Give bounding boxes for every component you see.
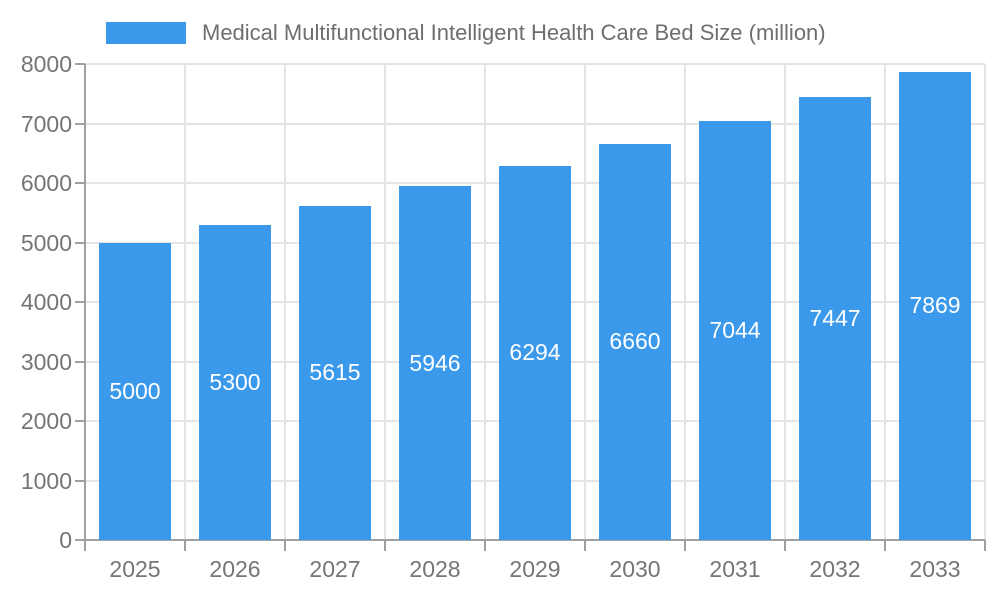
x-axis-tick <box>684 540 686 551</box>
y-axis-tick-label: 0 <box>59 527 72 553</box>
y-axis-line <box>84 64 86 540</box>
x-axis-tick <box>484 540 486 551</box>
y-axis-tick-label: 6000 <box>20 170 72 196</box>
bar-value-label: 6294 <box>509 339 561 366</box>
legend-item[interactable]: Medical Multifunctional Intelligent Heal… <box>106 19 826 45</box>
y-axis-tick-label: 3000 <box>20 348 72 375</box>
h-gridline <box>85 122 985 125</box>
v-gridline <box>384 64 386 540</box>
x-axis-tick <box>984 540 986 551</box>
h-gridline <box>85 63 985 65</box>
y-axis-tick <box>75 63 85 65</box>
x-axis-tick <box>184 540 186 551</box>
x-axis-tick-label: 2026 <box>209 556 261 582</box>
bar-value-label: 5615 <box>309 359 361 386</box>
y-axis-tick-label: 4000 <box>20 289 72 315</box>
bar-2025[interactable]: 5000 <box>99 242 171 540</box>
bar-value-label: 7869 <box>909 292 961 319</box>
bar-2026[interactable]: 5300 <box>199 224 271 540</box>
bar-2033[interactable]: 7869 <box>899 71 971 540</box>
v-gridline <box>184 64 186 540</box>
legend-label: Medical Multifunctional Intelligent Heal… <box>202 19 826 45</box>
y-axis-tick-label: 1000 <box>20 467 72 494</box>
y-axis-tick-label: 5000 <box>20 229 72 256</box>
y-axis-tick <box>75 420 85 422</box>
bar-2029[interactable]: 6294 <box>499 165 571 540</box>
y-axis-tick <box>75 122 85 125</box>
x-axis-tick-label: 2025 <box>109 556 161 582</box>
y-axis-tick-label: 2000 <box>20 408 72 434</box>
v-gridline <box>884 64 886 540</box>
y-axis-tick <box>75 539 85 541</box>
bar-2030[interactable]: 6660 <box>599 143 671 540</box>
x-axis-tick <box>384 540 386 551</box>
v-gridline <box>684 64 686 540</box>
x-axis-tick-label: 2033 <box>909 556 961 582</box>
x-axis-tick <box>584 540 586 551</box>
x-axis-tick <box>84 540 86 551</box>
v-gridline <box>284 64 286 540</box>
y-axis-tick-label: 8000 <box>20 51 72 77</box>
bar-value-label: 5000 <box>109 377 161 404</box>
bar-2031[interactable]: 7044 <box>699 120 771 540</box>
y-axis-tick <box>75 360 85 363</box>
plot-area: 5000 5300 5615 5946 6294 6660 7044 7447 7869 <box>84 63 986 541</box>
x-axis-tick <box>884 540 886 551</box>
bar-value-label: 6660 <box>609 328 661 355</box>
x-axis-tick-label: 2028 <box>409 556 461 582</box>
y-axis-tick-label: 7000 <box>20 110 72 137</box>
y-axis-tick <box>75 479 85 482</box>
y-axis-tick <box>75 241 85 244</box>
x-axis-tick <box>284 540 286 551</box>
x-axis-line <box>85 539 985 541</box>
v-gridline <box>784 64 786 540</box>
v-gridline <box>984 64 986 540</box>
x-axis-tick <box>784 540 786 551</box>
bar-2028[interactable]: 5946 <box>399 186 471 540</box>
x-axis-tick-label: 2031 <box>709 556 761 582</box>
bar-2032[interactable]: 7447 <box>799 96 871 540</box>
bar-value-label: 7044 <box>709 316 761 343</box>
y-axis-tick <box>75 301 85 303</box>
v-gridline <box>584 64 586 540</box>
x-axis-tick-label: 2027 <box>309 556 361 582</box>
v-gridline <box>484 64 486 540</box>
bar-value-label: 5946 <box>409 349 461 376</box>
x-axis-tick-label: 2032 <box>809 556 861 582</box>
x-axis-tick-label: 2029 <box>509 556 561 582</box>
x-axis-tick-label: 2030 <box>609 556 661 582</box>
bar-2027[interactable]: 5615 <box>299 205 371 540</box>
y-axis-tick <box>75 182 85 184</box>
bar-value-label: 5300 <box>209 368 261 395</box>
bar-value-label: 7447 <box>809 304 861 331</box>
legend-swatch <box>106 21 186 44</box>
